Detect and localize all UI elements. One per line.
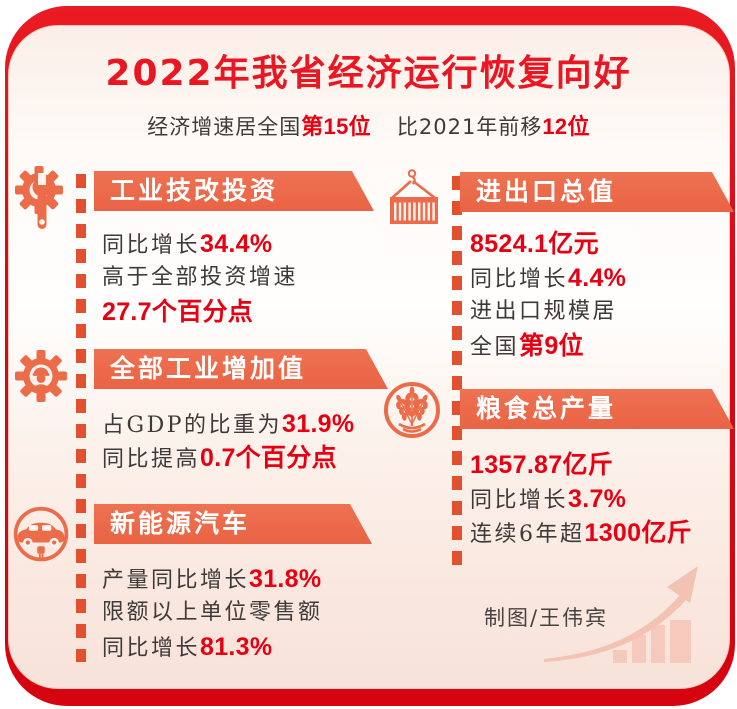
- stat-text: 同比增长: [470, 267, 569, 292]
- stat-text: 经济增速居全国: [147, 115, 302, 139]
- stat-text: 同比提高: [102, 447, 201, 472]
- stat-value: 31.9%: [282, 410, 355, 438]
- stat-line: 产量同比增长31.8%: [102, 562, 323, 596]
- stat-value: 81.3%: [200, 633, 273, 661]
- stat-value: 27.7个百分点: [102, 298, 254, 326]
- dashed-divider-right: [452, 176, 462, 574]
- stat-line: 同比增长4.4%: [470, 261, 626, 295]
- stat-line: 连续6年超1300亿斤: [470, 516, 692, 550]
- stat-value: 1357.87亿斤: [470, 451, 614, 479]
- wheat-icon: [382, 380, 442, 440]
- gear-worker-icon: [10, 343, 72, 409]
- stat-value: 3.7%: [568, 485, 627, 513]
- growth-arrow-watermark: [540, 558, 718, 670]
- stat-text: 全国: [470, 335, 520, 360]
- stat-value: 12位: [542, 114, 590, 139]
- stat-value: 第15位: [301, 114, 371, 139]
- stat-line: 进出口规模居: [470, 295, 626, 329]
- stat-value: 34.4%: [200, 230, 273, 258]
- stat-text: 产量同比增长: [102, 568, 250, 593]
- stats-industrial-tech-investment: 同比增长34.4% 高于全部投资增速 27.7个百分点: [102, 227, 298, 329]
- stat-line: 1357.87亿斤: [470, 448, 692, 482]
- electric-car-icon: [10, 504, 72, 566]
- stat-line: 同比提高0.7个百分点: [102, 441, 354, 475]
- stat-line: 全国第9位: [470, 329, 626, 363]
- stat-line: 同比增长34.4%: [102, 227, 298, 261]
- stat-line: 同比增长81.3%: [102, 630, 323, 664]
- stat-value: 1300亿斤: [584, 519, 692, 547]
- stat-text: 连续6年超: [470, 522, 585, 547]
- stat-line: 8524.1亿元: [470, 227, 626, 261]
- stat-line: 高于全部投资增速: [102, 261, 298, 295]
- banner-industrial-added-value: 全部工业增加值: [94, 349, 388, 389]
- stat-value: 0.7个百分点: [200, 444, 337, 472]
- stat-line: 同比增长3.7%: [470, 482, 692, 516]
- stat-text: 限额以上单位零售额: [102, 600, 323, 625]
- stat-value: 31.8%: [249, 565, 322, 593]
- stat-line: 27.7个百分点: [102, 295, 298, 329]
- stat-line: 占GDP的比重为31.9%: [102, 407, 354, 441]
- page-title: 2022年我省经济运行恢复向好: [105, 53, 632, 94]
- stat-line: 限额以上单位零售额: [102, 596, 323, 630]
- banner-import-export-total: 进出口总值: [460, 172, 734, 212]
- stats-industrial-added-value: 占GDP的比重为31.9% 同比提高0.7个百分点: [102, 407, 354, 475]
- stat-text: 高于全部投资增速: [102, 265, 299, 290]
- stats-new-energy-vehicles: 产量同比增长31.8% 限额以上单位零售额 同比增长81.3%: [102, 562, 323, 664]
- banner-new-energy-vehicles: 新能源汽车: [94, 504, 372, 544]
- stat-text: 同比增长: [470, 488, 569, 513]
- stats-import-export-total: 8524.1亿元 同比增长4.4% 进出口规模居 全国第9位: [470, 227, 626, 363]
- stat-text: 占GDP的比重为: [102, 413, 283, 438]
- credit-text: 制图/王伟宾: [483, 606, 609, 630]
- stat-value: 4.4%: [568, 264, 627, 292]
- subtitle: 经济增速居全国第15位 比2021年前移12位: [0, 109, 737, 141]
- stats-grain-output: 1357.87亿斤 同比增长3.7% 连续6年超1300亿斤: [470, 448, 692, 550]
- dashed-divider-left: [76, 174, 86, 662]
- stat-value: 第9位: [519, 332, 584, 360]
- gear-wrench-icon: [12, 165, 72, 237]
- banner-grain-output: 粮食总产量: [460, 389, 734, 429]
- stat-text: 同比增长: [102, 233, 201, 258]
- stat-text: 进出口规模居: [470, 299, 618, 324]
- container-crane-icon: [386, 168, 442, 230]
- stat-text: 同比增长: [102, 636, 201, 661]
- stat-text: 比2021年前移: [396, 115, 543, 139]
- banner-industrial-tech-investment: 工业技改投资: [94, 171, 374, 211]
- stat-value: 8524.1亿元: [470, 230, 599, 258]
